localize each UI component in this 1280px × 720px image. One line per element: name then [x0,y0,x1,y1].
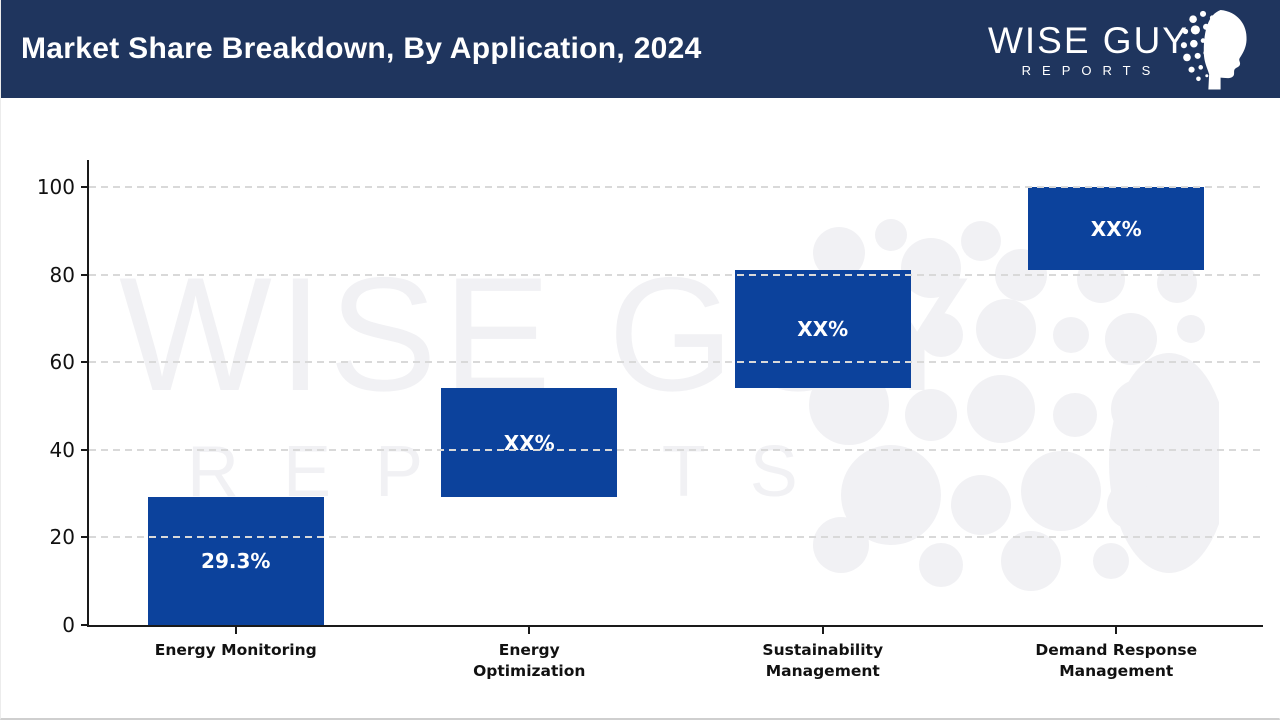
x-category-label: Energy Monitoring [154,641,317,659]
bar-value-label: XX% [503,430,555,455]
y-tick-mark [81,361,89,364]
gridline-20 [89,536,1263,539]
y-tick-mark [81,536,89,539]
bar-demand-response-management: XX% [1028,187,1205,271]
chart-canvas: WISE GUY REPORTS 29.3%Energy MonitoringX… [1,98,1280,718]
y-tick-label: 80 [49,262,75,287]
logo-sub-text: REPORTS [1021,62,1162,78]
logo-wordmark: WISE GUY REPORTS [988,22,1189,77]
y-tick-mark [81,186,89,188]
gridline-100 [89,186,1263,188]
x-category-label: Demand Response Management [1035,641,1198,680]
bar-energy-monitoring: 29.3% [147,496,324,625]
y-tick-label: 20 [49,525,75,550]
watermark-dots-icon [809,219,1219,591]
page-title: Market Share Breakdown, By Application, … [21,32,702,65]
x-tick-mark [234,625,237,634]
bar-value-label: 29.3% [201,548,271,573]
y-axis-line [87,160,89,627]
y-tick-label: 40 [49,437,75,462]
x-category-label: Sustainability Management [762,641,884,680]
bar-value-label: XX% [1090,216,1142,241]
x-axis-line [87,625,1263,627]
y-tick-mark [81,273,89,276]
gridline-80 [89,273,1263,276]
y-tick-label: 100 [36,175,75,199]
logo-main-text: WISE GUY [987,19,1189,61]
x-tick-mark [821,625,824,634]
y-tick-label: 0 [62,613,75,637]
y-tick-label: 60 [49,350,75,375]
gridline-60 [89,361,1263,364]
gridline-40 [89,448,1263,451]
bar-energy-optimization: XX% [441,388,618,497]
wise-guy-logo: WISE GUY REPORTS [988,7,1255,91]
y-tick-mark [81,624,89,626]
x-tick-mark [528,625,531,634]
header: Market Share Breakdown, By Application, … [1,0,1280,98]
logo-face-icon [1180,10,1247,90]
bar-sustainability-management: XX% [734,270,911,389]
bar-value-label: XX% [797,317,849,342]
y-tick-mark [81,448,89,451]
x-category-label: Energy Optimization [473,641,586,680]
x-tick-mark [1115,625,1118,634]
